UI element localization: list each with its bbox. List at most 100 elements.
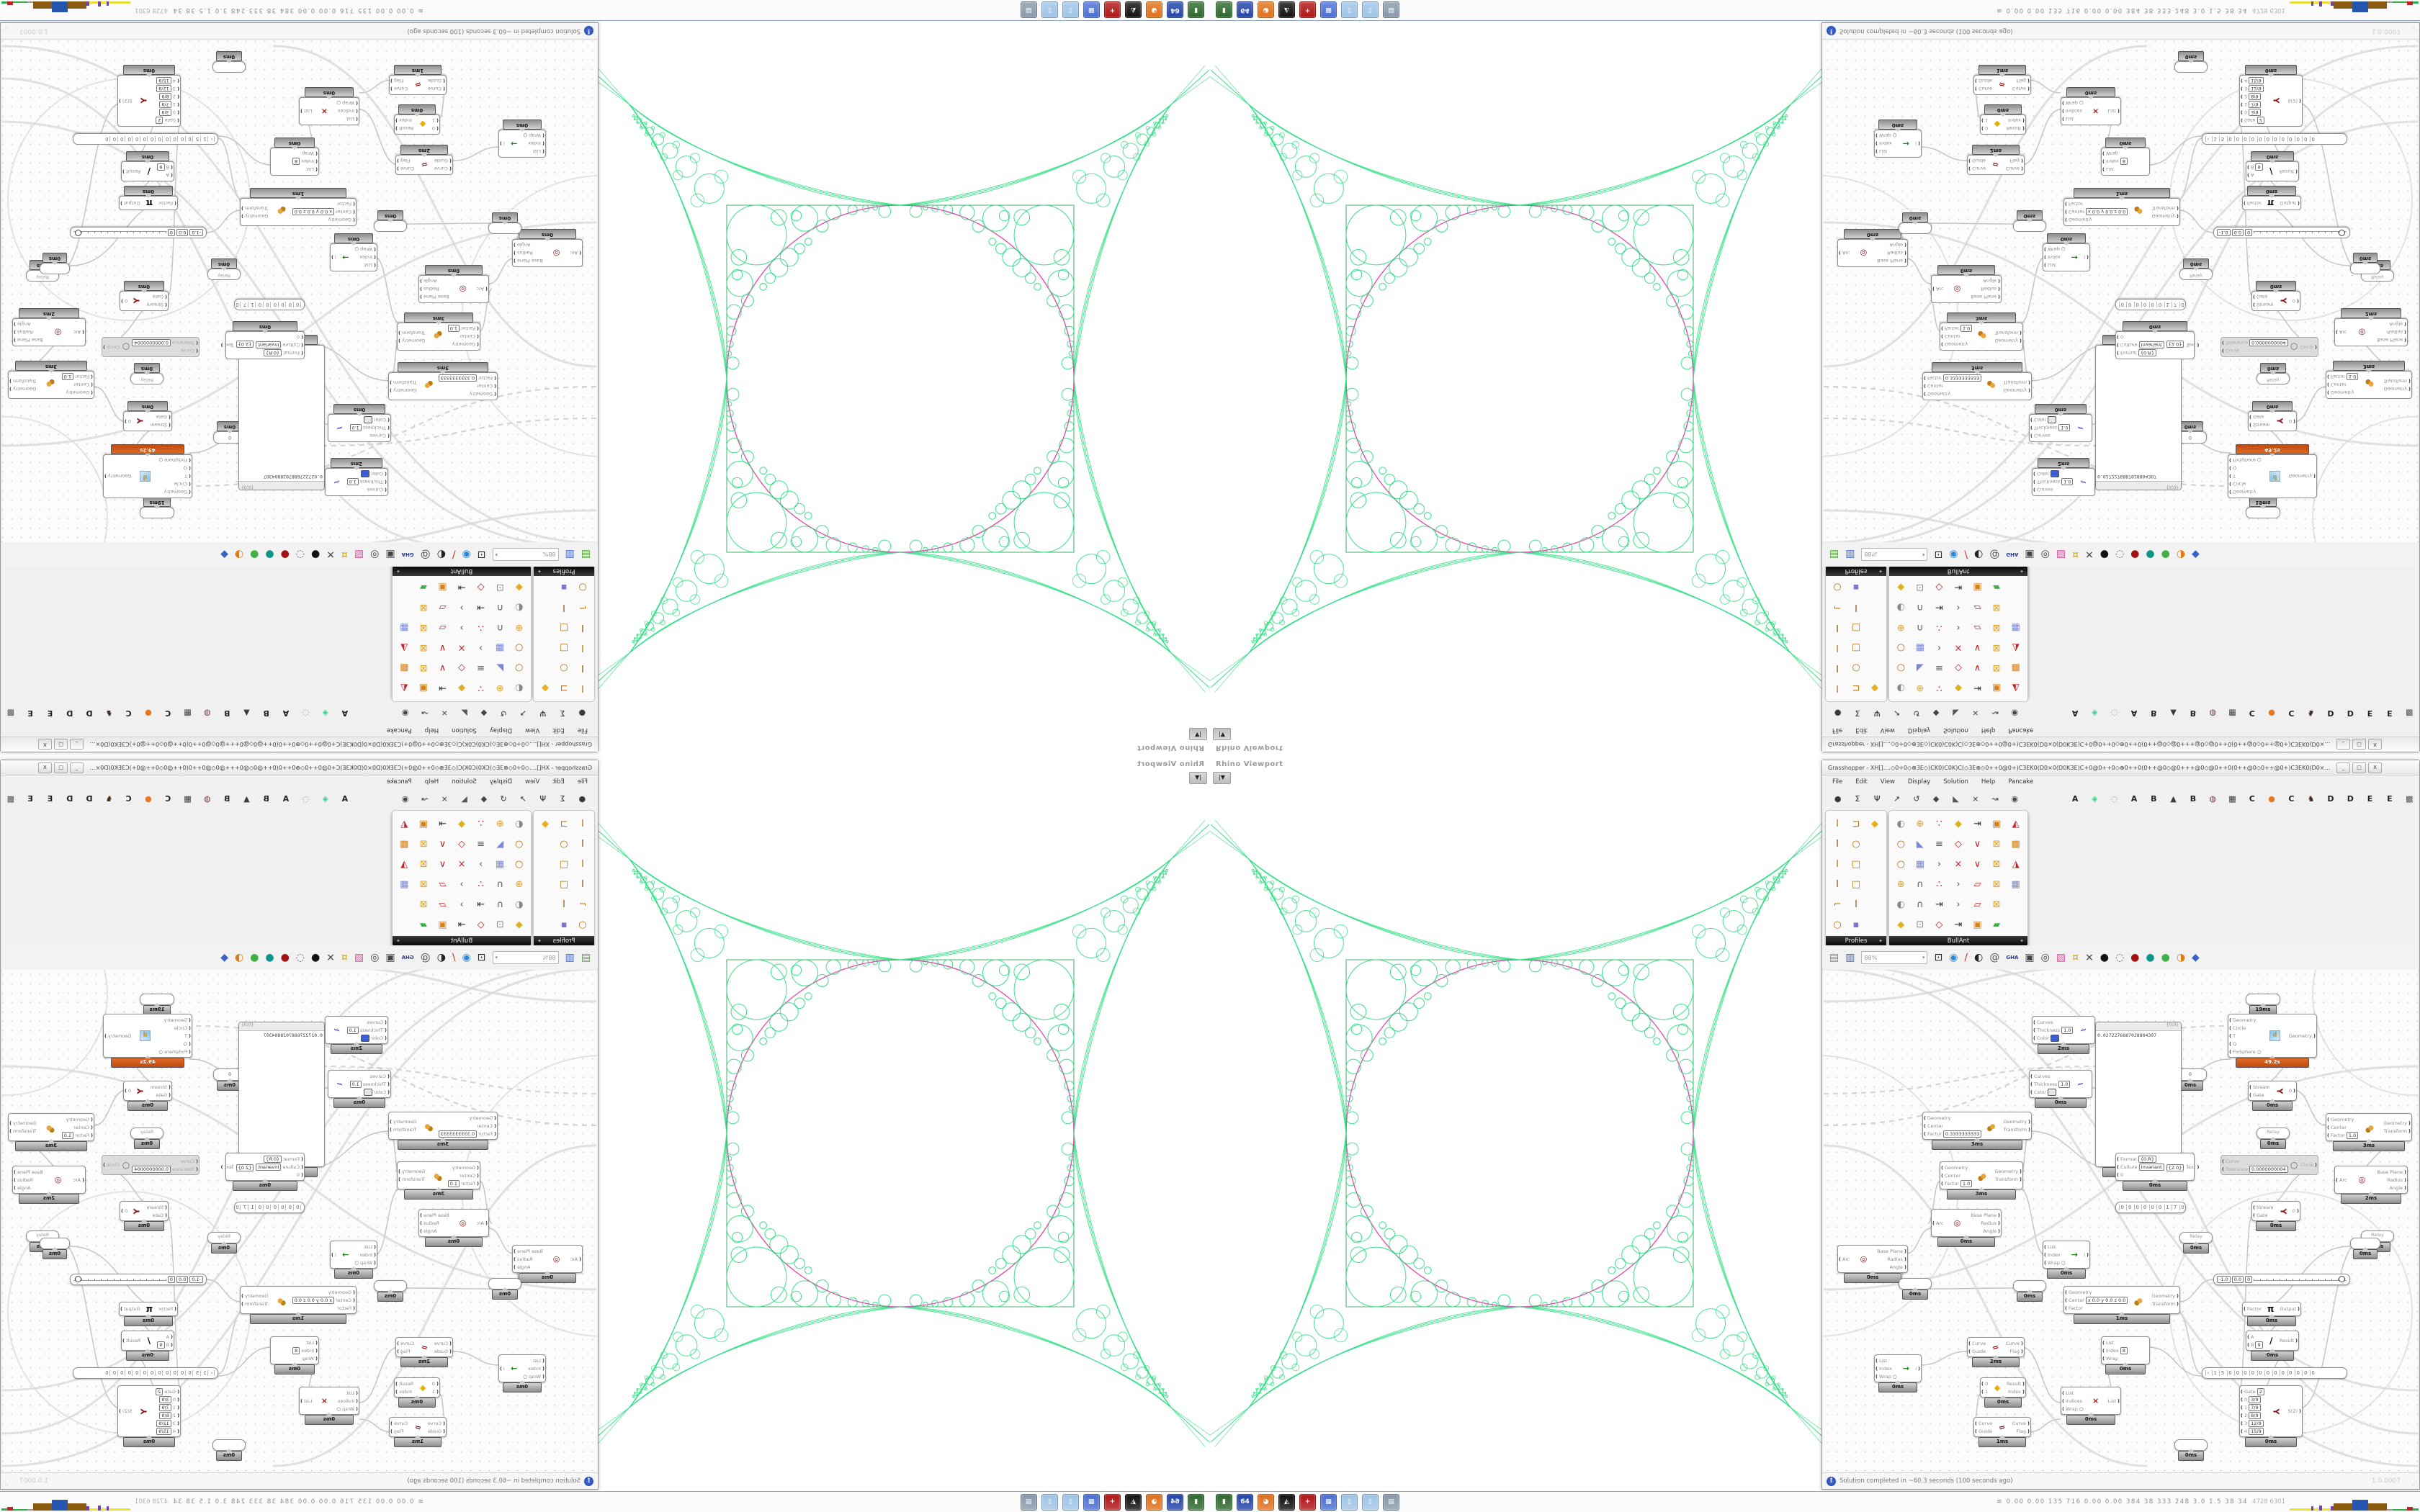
input-port[interactable]: 03/9 [156,1395,179,1403]
component-icon[interactable]: ⇥ [457,582,466,593]
zoom-extents-icon[interactable]: ⊡ [477,952,486,963]
component-icon[interactable]: ▣ [438,919,447,930]
menu-file[interactable]: File [577,778,588,786]
output-port[interactable]: i [1915,1364,1920,1372]
resize-grip[interactable]: ⋰ [4,1480,9,1487]
component-icon[interactable]: ⊐ [1852,818,1860,829]
output-port[interactable]: S(2) [119,97,132,105]
gh-node[interactable]: CurveTolerance0.0000000004○Circle [102,1155,200,1175]
component-icon[interactable]: ▰ [1993,919,2001,930]
gh-node[interactable]: ListIndexWrap○ → i 0ms [330,1241,377,1279]
gh-node[interactable]: 0ms [212,51,246,73]
sketch-pen-icon[interactable]: ∕ [452,549,456,560]
input-port[interactable]: List [2044,261,2066,269]
output-port[interactable]: Result [2007,125,2025,132]
tab-plugin-d1[interactable]: D [86,794,93,804]
input-port[interactable]: Wrap○ [1876,132,1897,140]
palette-bullant-title[interactable]: BullAnt ✦ [393,565,531,576]
group-blue-icon[interactable]: ◆ [220,549,228,560]
output-port[interactable]: Curve [390,1419,408,1427]
input-port[interactable]: Geometry [1924,390,1981,398]
gh-node[interactable]: -1.0 0.0 0 [70,1274,207,1285]
output-port[interactable]: Geometry [398,1168,425,1176]
preview-off-icon[interactable]: ● [2099,952,2109,963]
output-port[interactable]: Result [122,1337,140,1345]
tab-plugin-grid[interactable]: ▦ [184,794,192,804]
output-port[interactable]: 0 [2293,297,2299,305]
rhino-viewport[interactable]: Rhino Viewport |▼ [1210,756,1821,1492]
component-icon[interactable]: › [460,622,464,634]
output-port[interactable]: Angle [514,241,543,249]
component-icon[interactable]: ∩ [1917,622,1924,634]
input-port[interactable]: 03/9 [2241,1395,2264,1403]
close-button[interactable]: X [38,762,52,773]
input-port[interactable]: Wrap○ [2044,246,2066,253]
input-port[interactable]: B9 [2247,1341,2263,1349]
output-port[interactable]: Angle [514,1263,543,1271]
input-port[interactable]: Wrap○ [336,1405,358,1413]
menu-help[interactable]: Help [1981,778,1996,786]
input-port[interactable]: Format{0:R} [256,1155,303,1163]
gh-node[interactable]: 0ms [2013,210,2046,232]
component-icon[interactable]: ▱ [439,899,447,910]
preview-shaded-icon[interactable]: ● [280,952,290,963]
component-icon[interactable]: ▦ [2011,878,2020,890]
gh-node[interactable]: Arc ◎ Base PlaneRadiusAngle 0ms [1837,229,1908,267]
output-port[interactable]: Base Plane [1877,257,1906,265]
rotate-view-icon[interactable]: ◐ [436,952,446,963]
output-port[interactable]: i [500,140,505,148]
color-swatch[interactable] [364,416,373,424]
output-port[interactable]: Circle [103,343,120,351]
gh-node[interactable]: CurvesThickness1.0Color ~0ms [2029,1070,2092,1108]
component-icon[interactable]: ∴ [1936,878,1942,890]
component-icon[interactable]: I [581,683,584,694]
output-port[interactable]: i [331,1251,336,1259]
input-port[interactable]: Circle [159,1024,191,1032]
component-icon[interactable]: ○ [515,662,524,674]
gh-node[interactable]: ListIndicesWrap○×List0ms [299,87,359,125]
component-icon[interactable]: ⊠ [1992,642,2001,654]
gh-node[interactable]: {0;0}0.02722768870288043070ms [238,1022,325,1177]
gh-node[interactable]: GeometryCenterx 0.0 y 0.0 z 0.0Factor●Ge… [240,188,357,226]
menu-edit[interactable]: Edit [552,778,565,786]
component-icon[interactable]: ○ [1896,858,1905,870]
input-port[interactable]: 17/9 [2241,1403,2264,1411]
output-port[interactable]: List [2108,1397,2120,1405]
color-swatch[interactable] [2050,470,2059,478]
monitor-icon[interactable]: ≋ [1996,1498,2002,1506]
open-file-icon[interactable]: ▤ [581,549,591,560]
component-icon[interactable]: ∩ [1917,899,1924,910]
tab-plugin-e2[interactable]: E [2387,794,2393,804]
output-port[interactable]: Base Plane [420,1211,449,1219]
tab-plugin-bird[interactable]: ♞ [2307,794,2315,804]
component-icon[interactable]: ◐ [1896,683,1905,694]
output-port[interactable]: Text [2186,1163,2199,1171]
tab-vector[interactable]: ↗ [1893,794,1901,804]
gh-node[interactable]: Format{0:R}CultureInvariant0{2.0}Text0ms [2115,1153,2195,1191]
component-icon[interactable]: ◐ [515,899,524,910]
tab-surface[interactable]: ◆ [480,794,488,804]
output-port[interactable]: Transform [9,1128,36,1135]
gha-assembly-icon[interactable]: GHA [2006,552,2019,558]
input-port[interactable]: Guide [428,1427,445,1435]
output-port[interactable]: S(2) [2288,97,2301,105]
component-icon[interactable]: ◐ [1896,899,1905,910]
output-port[interactable]: Output [120,199,140,207]
component-icon[interactable]: ⇥ [1973,683,1982,694]
component-icon[interactable]: ◭ [400,818,408,829]
menu-display[interactable]: Display [1907,726,1931,734]
input-port[interactable]: Center [2327,381,2358,389]
component-icon[interactable]: × [457,642,466,654]
component-icon[interactable]: ◇ [477,919,485,930]
rotate-view-icon[interactable]: ◐ [1974,549,1984,560]
input-port[interactable]: Curves [350,1072,390,1080]
gh-node[interactable]: ListIndexWrap○ → i 0ms [2043,1241,2090,1279]
output-port[interactable]: Curve [397,165,414,173]
input-port[interactable]: 28/9 [156,1411,179,1419]
gh-node[interactable]: CurvesThickness1.0Color ~2ms [2032,458,2095,496]
output-port[interactable]: Geometry [390,387,416,395]
